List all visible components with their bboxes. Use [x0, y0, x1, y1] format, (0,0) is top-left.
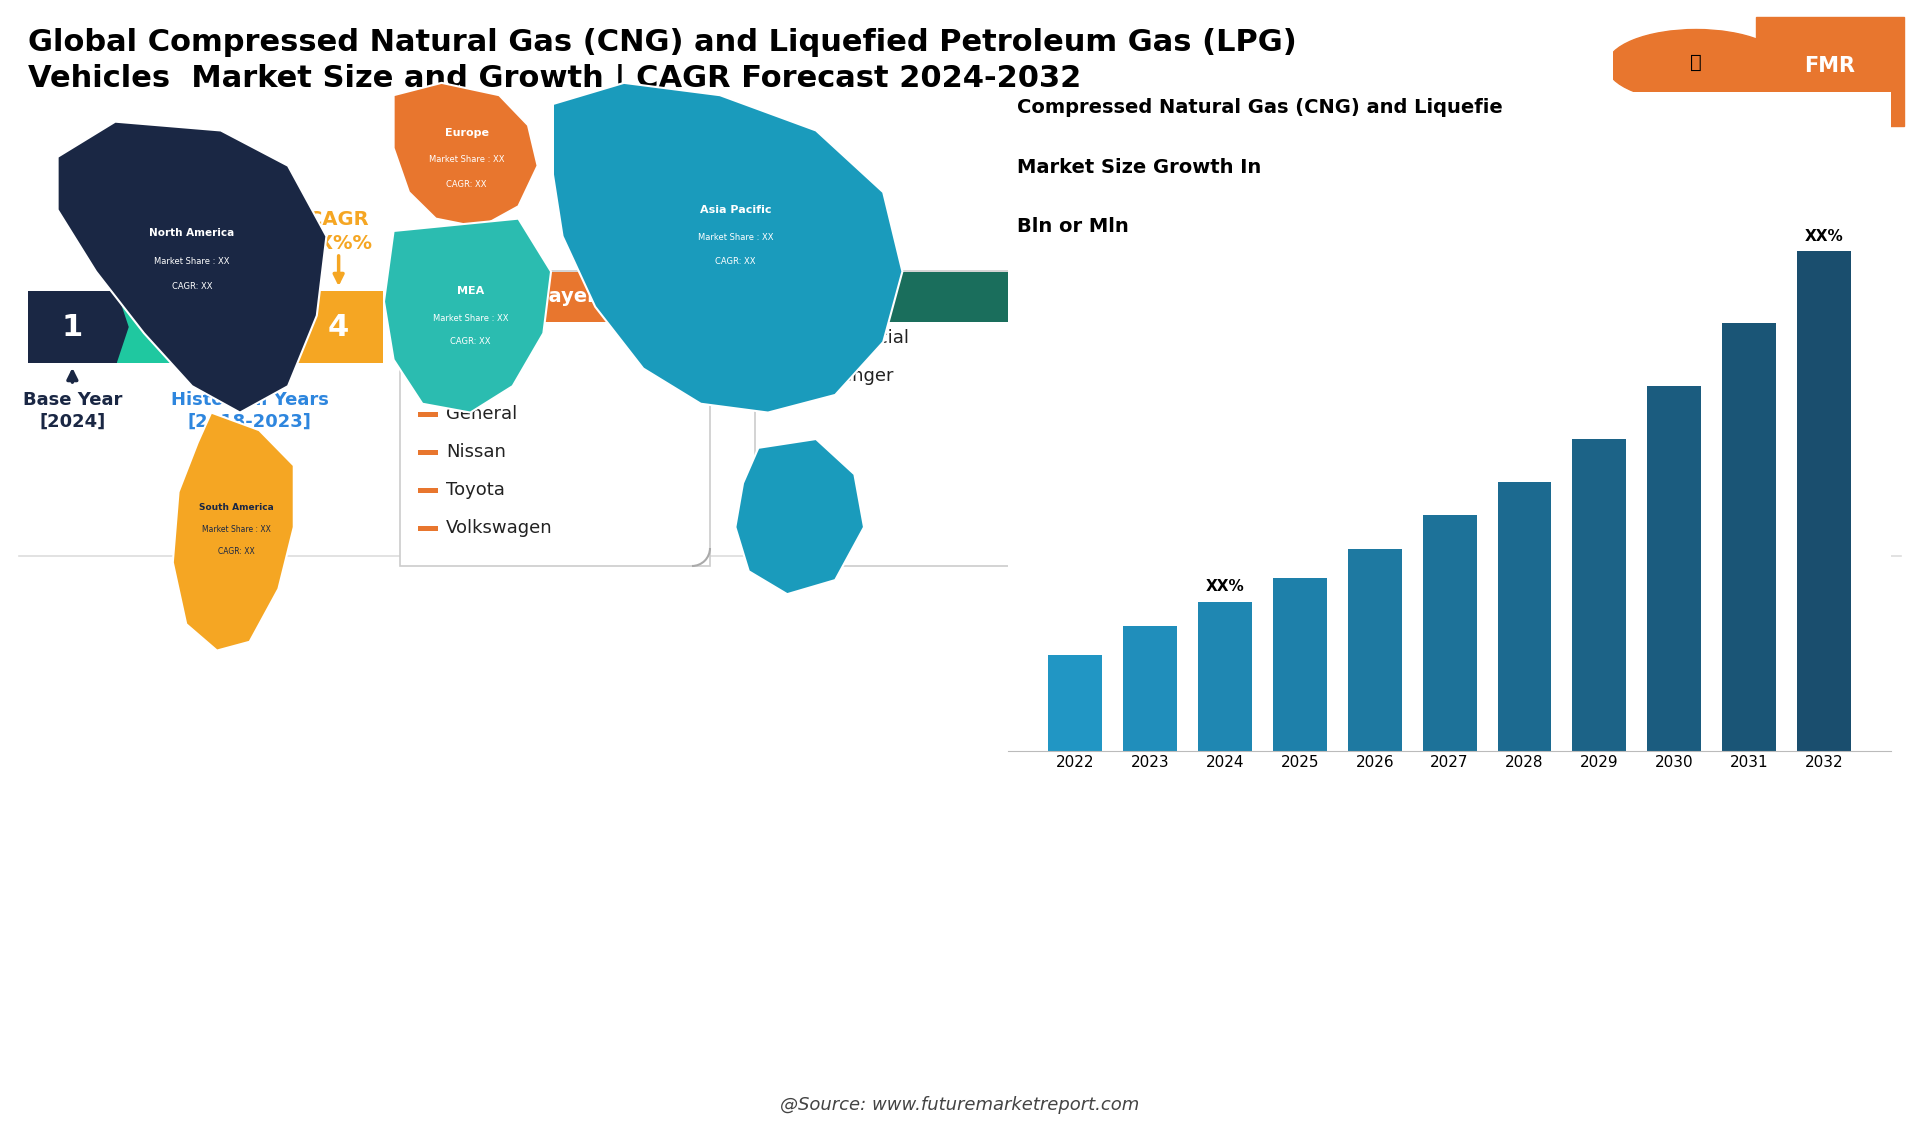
- Polygon shape: [294, 291, 307, 363]
- Text: Market players: Market players: [444, 288, 609, 306]
- Text: Asia Pacific: Asia Pacific: [699, 205, 772, 215]
- Text: 3: 3: [240, 313, 261, 342]
- Bar: [1647, 386, 1701, 751]
- Text: 4: 4: [328, 313, 349, 342]
- Text: Market Size Growth In: Market Size Growth In: [1018, 158, 1261, 176]
- Bar: [1498, 481, 1551, 751]
- Bar: [205, 291, 294, 363]
- Text: Market Share : XX: Market Share : XX: [697, 233, 774, 242]
- Text: XX%: XX%: [1805, 229, 1843, 244]
- Text: MEA: MEA: [457, 286, 484, 297]
- Text: Global Compressed Natural Gas (CNG) and Liquefied Petroleum Gas (LPG): Global Compressed Natural Gas (CNG) and …: [29, 28, 1296, 57]
- Text: 2: 2: [150, 313, 171, 342]
- Bar: [419, 488, 438, 493]
- Text: Base Year: Base Year: [23, 391, 123, 409]
- Circle shape: [1607, 30, 1786, 102]
- Text: Forecast Years: Forecast Years: [81, 210, 242, 229]
- Bar: [1348, 549, 1402, 751]
- Text: XX%: XX%: [1206, 579, 1244, 594]
- Bar: [419, 450, 438, 455]
- Bar: [1198, 602, 1252, 751]
- Bar: [419, 336, 438, 342]
- Bar: [1755, 17, 1905, 126]
- Bar: [117, 291, 205, 363]
- Text: Commercial: Commercial: [1156, 329, 1263, 347]
- Bar: [1273, 578, 1327, 751]
- Circle shape: [774, 289, 789, 305]
- Text: Home: Home: [1156, 367, 1210, 385]
- Bar: [1572, 439, 1626, 751]
- Text: Europe: Europe: [445, 127, 488, 138]
- Bar: [419, 413, 438, 417]
- Text: Nissan: Nissan: [445, 444, 505, 461]
- Text: CAGR: XX: CAGR: XX: [445, 180, 488, 189]
- Text: @Source: www.futuremarketreport.com: @Source: www.futuremarketreport.com: [780, 1096, 1140, 1114]
- Polygon shape: [173, 413, 294, 651]
- Circle shape: [1129, 289, 1144, 305]
- FancyBboxPatch shape: [756, 272, 1064, 322]
- Text: Market Share : XX: Market Share : XX: [428, 155, 505, 164]
- Text: North America: North America: [150, 228, 234, 238]
- Text: Market Share : XX: Market Share : XX: [432, 314, 509, 323]
- Text: Volkswagen: Volkswagen: [445, 519, 553, 537]
- Bar: [755, 270, 1066, 566]
- Bar: [1129, 374, 1148, 379]
- Text: Commercial: Commercial: [801, 329, 908, 347]
- FancyBboxPatch shape: [401, 272, 708, 322]
- Text: XX%%: XX%%: [303, 234, 372, 253]
- Polygon shape: [205, 291, 217, 363]
- Text: FUTURE MARKET REPORT: FUTURE MARKET REPORT: [1791, 103, 1870, 108]
- Bar: [1110, 270, 1421, 566]
- Text: [2024-2032]: [2024-2032]: [94, 234, 228, 253]
- Text: Ford: Ford: [445, 367, 486, 385]
- Bar: [294, 291, 382, 363]
- Text: Bln or Mln: Bln or Mln: [1018, 217, 1129, 236]
- Circle shape: [419, 289, 434, 305]
- Text: South America: South America: [200, 503, 273, 511]
- Polygon shape: [394, 83, 538, 227]
- Text: Passenger: Passenger: [801, 367, 893, 385]
- Bar: [1722, 323, 1776, 751]
- Bar: [29, 291, 117, 363]
- Polygon shape: [735, 439, 864, 594]
- Text: 1: 1: [61, 313, 83, 342]
- Text: Toyota: Toyota: [445, 481, 505, 499]
- Text: Market Share : XX: Market Share : XX: [154, 258, 230, 267]
- Text: [2024]: [2024]: [38, 413, 106, 431]
- Text: Fiat: Fiat: [445, 329, 478, 347]
- Bar: [419, 526, 438, 531]
- Text: Historical Years: Historical Years: [171, 391, 328, 409]
- Polygon shape: [553, 83, 902, 413]
- FancyBboxPatch shape: [1112, 272, 1419, 322]
- Bar: [774, 374, 793, 379]
- Bar: [1129, 336, 1148, 342]
- Text: 🦅: 🦅: [1690, 53, 1701, 71]
- Polygon shape: [58, 121, 326, 413]
- Text: Market Share : XX: Market Share : XX: [202, 526, 271, 534]
- Bar: [1797, 251, 1851, 751]
- Bar: [1423, 516, 1476, 751]
- Polygon shape: [384, 219, 551, 413]
- Text: Compressed Natural Gas (CNG) and Liquefie: Compressed Natural Gas (CNG) and Liquefi…: [1018, 99, 1503, 117]
- Bar: [399, 270, 710, 566]
- Text: By application: By application: [1154, 288, 1311, 306]
- Text: CAGR: XX: CAGR: XX: [217, 547, 255, 556]
- Text: By type: By type: [799, 288, 883, 306]
- Text: General: General: [445, 405, 516, 423]
- Text: CAGR: XX: CAGR: XX: [449, 337, 492, 346]
- Text: Vehicles  Market Size and Growth | CAGR Forecast 2024-2032: Vehicles Market Size and Growth | CAGR F…: [29, 64, 1081, 94]
- Text: CAGR: XX: CAGR: XX: [171, 282, 213, 291]
- Bar: [774, 336, 793, 342]
- Polygon shape: [117, 291, 129, 363]
- Text: CAGR: CAGR: [309, 210, 369, 229]
- Bar: [419, 374, 438, 379]
- Text: FMR: FMR: [1805, 56, 1855, 76]
- Bar: [1048, 654, 1102, 751]
- Bar: [1123, 626, 1177, 751]
- Text: [2018-2023]: [2018-2023]: [188, 413, 311, 431]
- Text: CAGR: XX: CAGR: XX: [714, 258, 756, 267]
